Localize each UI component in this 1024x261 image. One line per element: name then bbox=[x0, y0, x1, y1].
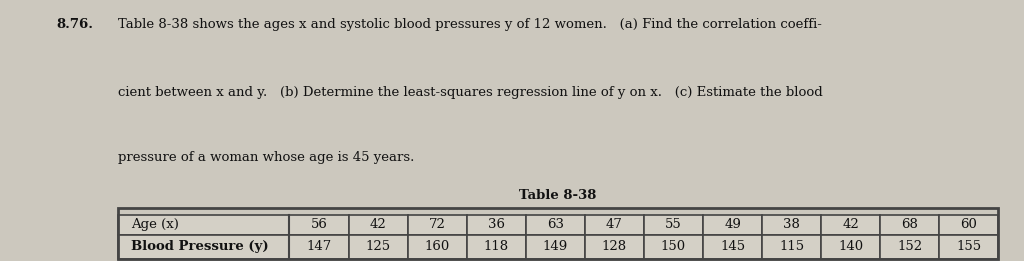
Text: Age (x): Age (x) bbox=[131, 218, 179, 232]
Bar bbox=[585, 215, 644, 235]
Text: 118: 118 bbox=[483, 240, 509, 253]
Bar bbox=[939, 215, 998, 235]
Bar bbox=[118, 208, 998, 259]
Text: 56: 56 bbox=[310, 218, 328, 232]
Text: Table 8-38: Table 8-38 bbox=[519, 189, 597, 202]
Text: 47: 47 bbox=[606, 218, 623, 232]
Text: 152: 152 bbox=[897, 240, 923, 253]
Bar bbox=[118, 235, 290, 259]
Text: Table 8-38 shows the ages x and systolic blood pressures y of 12 women.   (a) Fi: Table 8-38 shows the ages x and systolic… bbox=[118, 18, 821, 31]
Bar bbox=[762, 215, 821, 235]
Bar bbox=[290, 235, 348, 259]
Bar bbox=[644, 235, 703, 259]
Text: 49: 49 bbox=[724, 218, 741, 232]
Text: 150: 150 bbox=[660, 240, 686, 253]
Text: cient between x and y.   (b) Determine the least-squares regression line of y on: cient between x and y. (b) Determine the… bbox=[118, 86, 822, 99]
Bar bbox=[881, 235, 939, 259]
Text: Blood Pressure (y): Blood Pressure (y) bbox=[131, 240, 269, 253]
Bar bbox=[118, 215, 290, 235]
Bar bbox=[467, 235, 525, 259]
Text: 42: 42 bbox=[843, 218, 859, 232]
Text: 38: 38 bbox=[783, 218, 800, 232]
Bar bbox=[525, 215, 585, 235]
Bar bbox=[525, 235, 585, 259]
Bar bbox=[290, 215, 348, 235]
Text: 147: 147 bbox=[306, 240, 332, 253]
Bar bbox=[762, 235, 821, 259]
Bar bbox=[348, 235, 408, 259]
Text: pressure of a woman whose age is 45 years.: pressure of a woman whose age is 45 year… bbox=[118, 151, 414, 164]
Text: 60: 60 bbox=[961, 218, 977, 232]
Text: 36: 36 bbox=[487, 218, 505, 232]
Bar bbox=[881, 215, 939, 235]
Bar bbox=[703, 215, 762, 235]
Text: 8.76.: 8.76. bbox=[56, 18, 93, 31]
Text: 155: 155 bbox=[956, 240, 981, 253]
Bar bbox=[821, 215, 881, 235]
Text: 145: 145 bbox=[720, 240, 745, 253]
Text: 115: 115 bbox=[779, 240, 804, 253]
Text: 160: 160 bbox=[425, 240, 450, 253]
Text: 42: 42 bbox=[370, 218, 386, 232]
Text: 55: 55 bbox=[666, 218, 682, 232]
Bar bbox=[703, 235, 762, 259]
Text: 128: 128 bbox=[602, 240, 627, 253]
Bar bbox=[467, 215, 525, 235]
Bar bbox=[408, 235, 467, 259]
Bar bbox=[348, 215, 408, 235]
Text: 72: 72 bbox=[429, 218, 445, 232]
Bar bbox=[821, 235, 881, 259]
Text: 68: 68 bbox=[901, 218, 919, 232]
Text: 149: 149 bbox=[543, 240, 568, 253]
Text: 63: 63 bbox=[547, 218, 564, 232]
Bar bbox=[408, 215, 467, 235]
Bar bbox=[585, 235, 644, 259]
Bar bbox=[939, 235, 998, 259]
Text: 125: 125 bbox=[366, 240, 391, 253]
Bar bbox=[644, 215, 703, 235]
Text: 140: 140 bbox=[839, 240, 863, 253]
